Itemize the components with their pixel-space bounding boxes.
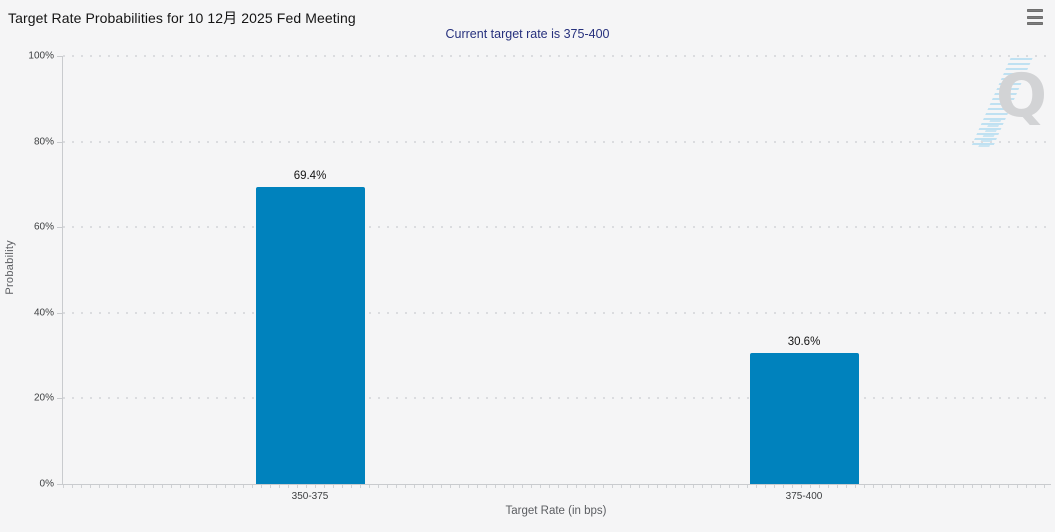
y-axis-tick (57, 312, 63, 314)
y-axis-tick (57, 484, 63, 485)
gridline (63, 311, 1051, 314)
watermark-streak-icon (971, 58, 1033, 146)
x-axis-minor-ticks (63, 485, 1051, 488)
bar-value-label: 30.6% (787, 336, 821, 349)
chart-title: Target Rate Probabilities for 10 12月 202… (8, 10, 356, 26)
y-tick-label: 0% (39, 478, 54, 490)
y-axis-tick (57, 56, 63, 57)
probability-bar-350-375[interactable]: 69.4% 350-375 (255, 170, 365, 502)
x-tick-label: 350-375 (291, 491, 329, 502)
hamburger-icon (1027, 9, 1043, 12)
chart-context-menu-button[interactable] (1027, 9, 1043, 25)
plot-area: Q 0% 20% 40% 60% 80% 100% 69.4% 350-375 30.6% 375… (28, 51, 1051, 502)
y-tick-label: 100% (28, 50, 54, 62)
current-target-rate-subtitle: Current target rate is 375-400 (445, 27, 610, 41)
y-tick-label: 40% (33, 307, 54, 319)
y-tick-label: 60% (33, 221, 54, 233)
hamburger-icon (1027, 22, 1043, 25)
bar-value-label: 69.4% (293, 169, 327, 182)
y-axis-tick (57, 141, 63, 143)
watermark-q-letter: Q (995, 61, 1047, 131)
y-tick-label: 20% (33, 392, 54, 404)
y-tick-label: 80% (33, 136, 54, 148)
gridline (63, 140, 1051, 143)
gridline (63, 226, 1051, 229)
gridline (63, 397, 1051, 400)
probability-bar-375-400[interactable]: 30.6% 375-400 (749, 336, 859, 502)
hamburger-icon (1027, 15, 1043, 19)
x-tick-label: 375-400 (785, 491, 823, 502)
y-axis-tick (57, 398, 63, 400)
gridline (63, 55, 1051, 57)
y-axis-tick (57, 227, 63, 229)
x-axis-title: Target Rate (in bps) (505, 505, 607, 517)
y-axis-title: Probability (4, 240, 16, 295)
watermark-streak-icon (977, 120, 1002, 148)
